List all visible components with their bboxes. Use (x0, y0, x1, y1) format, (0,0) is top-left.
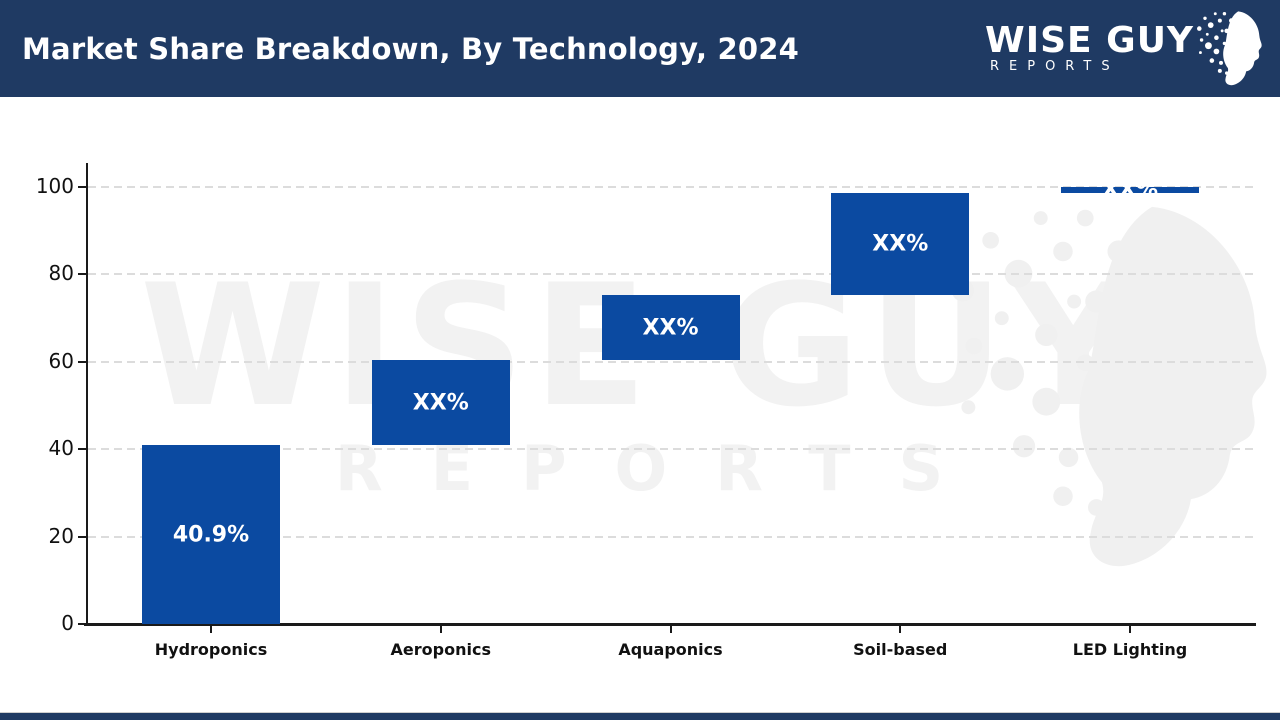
y-tick-label: 40 (48, 436, 74, 461)
watermark-subtext: REPORTS (335, 432, 992, 505)
y-tick-mark (78, 186, 87, 188)
x-tick-mark (669, 624, 672, 633)
y-tick-label: 80 (48, 261, 74, 286)
y-tick-mark (78, 535, 87, 538)
bar-hydroponics (142, 445, 280, 624)
y-tick-mark (78, 448, 87, 451)
y-tick-label: 60 (48, 348, 74, 373)
bar-soil-based (831, 193, 970, 296)
x-category-label-soil-based: Soil-based (853, 640, 948, 659)
x-category-label-led-lighting: LED Lighting (1072, 640, 1188, 659)
footer-divider (0, 712, 1280, 713)
y-tick-mark (78, 360, 87, 363)
bar-aquaponics (601, 295, 740, 361)
x-tick-mark (899, 624, 902, 633)
bar-value-label-hydroponics: 40.9% (172, 522, 250, 548)
chart-title: Market Share Breakdown, By Technology, 2… (22, 31, 800, 66)
y-tick-label: 100 (35, 174, 74, 198)
header-bar: Market Share Breakdown, By Technology, 2… (0, 0, 1280, 97)
gridline-80 (88, 273, 1253, 276)
logo-wordmark-sub: REPORTS (989, 58, 1120, 74)
wiseguy-logo: WISE GUY REPORTS (985, 8, 1266, 88)
x-category-label-hydroponics: Hydroponics (154, 640, 268, 659)
bar-value-label-aeroponics: XX% (412, 390, 469, 416)
bar-value-label-soil-based: XX% (872, 231, 929, 257)
footer-bar (0, 713, 1280, 720)
logo-wordmark: WISE GUY REPORTS (985, 22, 1194, 74)
logo-face-icon (1197, 11, 1262, 86)
x-category-label-aquaponics: Aquaponics (618, 640, 723, 659)
y-tick-label: 0 (61, 611, 74, 635)
x-tick-mark (439, 624, 442, 633)
x-tick-mark (1129, 624, 1131, 633)
gridline-20 (88, 535, 1253, 538)
y-axis-line (86, 163, 88, 625)
gridline-60 (88, 360, 1253, 363)
x-tick-mark (210, 624, 212, 633)
x-category-label-aeroponics: Aeroponics (390, 640, 491, 659)
bar-led-lighting (1061, 187, 1199, 194)
y-tick-mark (78, 273, 87, 276)
gridline-40 (88, 448, 1253, 451)
bar-aeroponics (371, 360, 510, 446)
bar-value-label-led-lighting: XX% (1102, 177, 1158, 203)
logo-wordmark-main: WISE GUY (984, 20, 1194, 62)
y-tick-label: 20 (48, 523, 74, 548)
y-tick-mark (78, 623, 87, 625)
gridline-100 (88, 186, 1253, 188)
bar-value-label-aquaponics: XX% (642, 315, 699, 341)
